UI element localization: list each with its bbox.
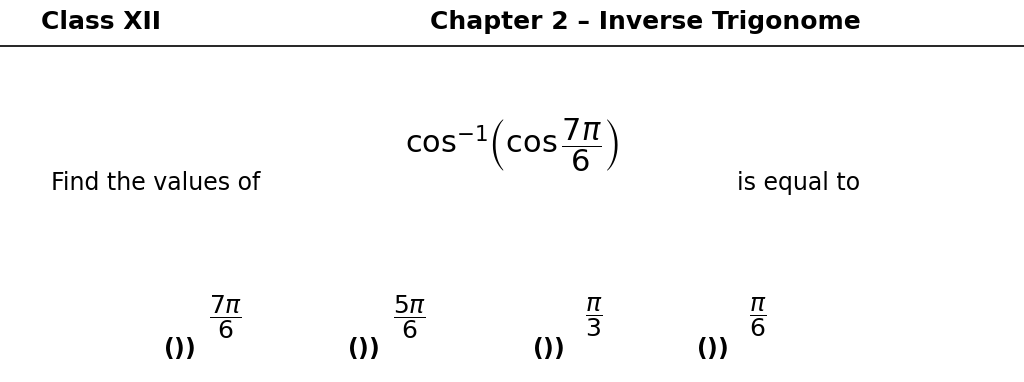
Text: Find the values of: Find the values of xyxy=(51,172,260,195)
Text: $\mathbf{())}$: $\mathbf{())}$ xyxy=(695,335,728,361)
Text: $\dfrac{\pi}{6}$: $\dfrac{\pi}{6}$ xyxy=(749,295,767,339)
Text: is equal to: is equal to xyxy=(737,172,860,195)
Text: $\mathbf{())}$: $\mathbf{())}$ xyxy=(347,335,380,361)
Text: Class XII: Class XII xyxy=(41,10,161,34)
Text: $\mathbf{())}$: $\mathbf{())}$ xyxy=(163,335,196,361)
Text: $\dfrac{\pi}{3}$: $\dfrac{\pi}{3}$ xyxy=(585,295,603,339)
Text: $\cos^{-1}\!\left(\cos\dfrac{7\pi}{6}\right)$: $\cos^{-1}\!\left(\cos\dfrac{7\pi}{6}\ri… xyxy=(406,117,618,174)
Text: $\dfrac{7\pi}{6}$: $\dfrac{7\pi}{6}$ xyxy=(209,293,242,341)
Text: $\mathbf{())}$: $\mathbf{())}$ xyxy=(531,335,564,361)
Text: $\dfrac{5\pi}{6}$: $\dfrac{5\pi}{6}$ xyxy=(393,293,426,341)
Text: Chapter 2 – Inverse Trigonome: Chapter 2 – Inverse Trigonome xyxy=(430,10,861,34)
